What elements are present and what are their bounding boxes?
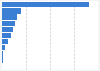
Bar xyxy=(2,27,13,32)
Bar xyxy=(2,2,89,7)
Bar xyxy=(2,45,5,50)
Bar xyxy=(2,8,21,14)
Bar xyxy=(2,21,15,26)
Bar xyxy=(2,51,3,57)
Bar xyxy=(2,33,11,38)
Bar xyxy=(2,39,8,44)
Bar xyxy=(2,14,17,20)
Bar xyxy=(2,57,3,63)
